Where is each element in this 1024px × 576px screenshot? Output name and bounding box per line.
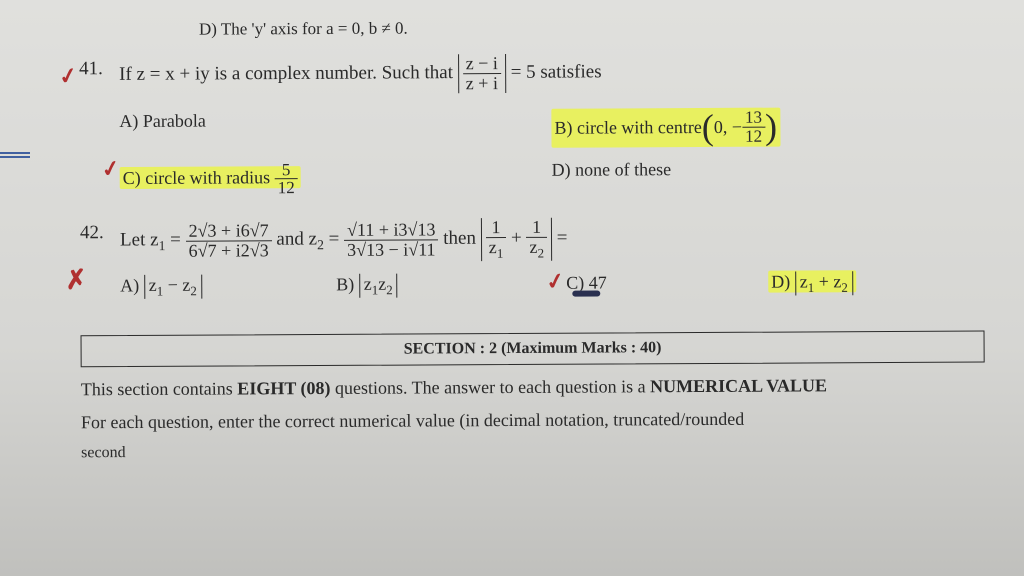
q41-optC-num: 5 xyxy=(275,161,298,180)
check-icon: ✓ xyxy=(544,267,567,296)
q41-optB-num: 13 xyxy=(742,108,765,127)
instr1b: EIGHT (08) xyxy=(237,378,330,398)
check-icon: ✓ xyxy=(99,154,122,183)
q42-optC: 47 xyxy=(589,272,607,292)
q41-optB-den: 12 xyxy=(742,127,765,145)
q41-optD: D) none of these xyxy=(552,159,672,180)
q41-stem-pre: If z = x + iy is a complex number. Such … xyxy=(119,62,458,85)
instr1a: This section contains xyxy=(81,379,238,400)
q42-and: and z xyxy=(276,229,317,250)
q42-then: then xyxy=(443,228,481,249)
q42-eq: = xyxy=(557,228,568,249)
q42-rhs-1b: 1 xyxy=(526,218,547,238)
q42-z2-num: √11 + i3√13 xyxy=(344,220,439,240)
q42-let: Let z xyxy=(120,230,159,251)
q41-optC-pre: C) circle with radius xyxy=(123,167,275,188)
q42-z2-den: 3√13 − i√11 xyxy=(344,240,439,259)
q42-optB: z1z2 xyxy=(359,273,398,298)
instructions-3: second xyxy=(81,437,985,463)
q41-stem-post: = 5 satisfies xyxy=(511,61,602,82)
q42-optD: D) z1 + z2 xyxy=(768,270,856,292)
q41-optB: B) circle with centre (0, − 13 12 ) xyxy=(551,107,780,147)
q41-optC-den: 12 xyxy=(275,180,298,198)
q41-optB-pre: B) circle with centre xyxy=(554,117,702,139)
underline-mark xyxy=(572,290,600,296)
q42-z1-num: 2√3 + i6√7 xyxy=(186,221,272,241)
q41-optA: A) Parabola xyxy=(119,110,206,130)
instructions-2: For each question, enter the correct num… xyxy=(81,405,985,434)
q42-optB-label: B) xyxy=(336,274,359,294)
q42-optA-label: A) xyxy=(120,275,144,295)
instructions-1: This section contains EIGHT (08) questio… xyxy=(81,373,985,402)
prev-option-d: D) The 'y' axis for a = 0, b ≠ 0. xyxy=(199,14,983,42)
q42-number: 42. xyxy=(80,221,104,248)
q42-z1-den: 6√7 + i2√3 xyxy=(186,241,272,260)
q42-rhs-1a: 1 xyxy=(486,218,507,238)
q41-optC: C) circle with radius 5 12 xyxy=(120,166,301,189)
instr1d: NUMERICAL VALUE xyxy=(650,376,827,397)
q42-optA: z1 − z2 xyxy=(144,274,202,299)
q41-frac-num: z − i xyxy=(463,54,501,74)
q41-number: 41. xyxy=(79,56,103,83)
q42-optD-label: D) xyxy=(771,272,795,292)
q41-frac-den: z + i xyxy=(463,74,501,93)
cross-icon: ✗ xyxy=(64,264,88,296)
q42-optC-label: C) xyxy=(566,272,589,292)
check-icon: ✓ xyxy=(57,60,81,94)
instr1c: questions. The answer to each question i… xyxy=(330,376,650,398)
section-header: SECTION : 2 (Maximum Marks : 40) xyxy=(81,331,985,368)
